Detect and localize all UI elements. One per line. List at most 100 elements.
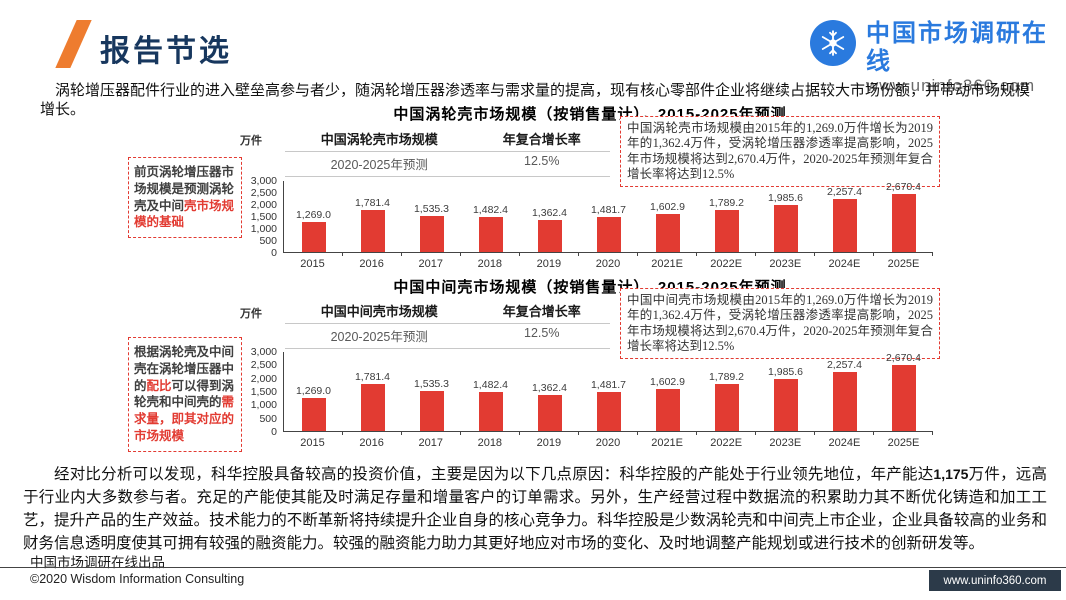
x-tick-label: 2016 (359, 258, 384, 270)
x-tick-label: 2022E (710, 258, 743, 270)
chart2-side-note: 根据涡轮壳及中间壳在涡轮增压器中的配比可以得到涡轮壳和中间壳的需求量，即其对应的… (128, 337, 242, 452)
footer-divider (0, 567, 1066, 568)
chart1-y-axis: 3,000 2,500 2,000 1,500 1,000 500 0 (243, 176, 283, 259)
chart1-plot-area: 3,000 2,500 2,000 1,500 1,000 500 0 1,269.0 1,7… (243, 176, 933, 258)
bar (301, 221, 326, 252)
chart1-summary-table: 中国涡轮壳市场规模 年复合增长率 2020-2025年预测 12.5% (285, 127, 610, 177)
bar-slot: 1,781.4 (343, 352, 402, 435)
note-text-segment: 需求量，即其对应的市场规模 (134, 395, 235, 443)
chart1-summary-col2-header: 年复合增长率 (502, 132, 581, 147)
bar-value-label: 1,789.2 (708, 196, 745, 209)
x-tick-label: 2024E (828, 258, 861, 270)
analysis-paragraph: 经对比分析可以发现，科华控股具备较高的投资价值，主要是因为以下几点原因：科华控股… (23, 463, 1047, 555)
x-tick-label: 2017 (418, 258, 443, 270)
chart2-summary-table: 中国中间壳市场规模 年复合增长率 2020-2025年预测 12.5% (285, 299, 610, 349)
analysis-text-part1: 经对比分析可以发现，科华控股具备较高的投资价值，主要是因为以下几点原因：科华控股… (54, 466, 934, 483)
bar (891, 194, 916, 252)
bar-value-label: 2,670.4 (885, 352, 922, 364)
bar-value-label: 1,269.0 (295, 384, 332, 397)
bar (655, 214, 680, 252)
chart1-unit-label: 万件 (240, 135, 262, 147)
bar-value-label: 1,781.4 (354, 196, 391, 209)
bar-slot: 2,670.4 (874, 181, 933, 256)
x-tick-label: 2019 (536, 437, 562, 449)
bar-value-label: 1,269.0 (295, 208, 332, 221)
bar (419, 390, 444, 431)
y-tick-label: 2,000 (250, 199, 277, 211)
brand-name: 中国市场调研在线 (866, 20, 1048, 75)
chart2-y-axis: 3,000 2,500 2,000 1,500 1,000 500 0 (243, 347, 283, 437)
chart2-summary-col1-header: 中国中间壳市场规模 (320, 304, 438, 319)
page-title: 报告节选 (100, 35, 232, 68)
chart2-unit-label: 万件 (240, 308, 262, 320)
bar (714, 383, 739, 431)
bar-value-label: 1,602.9 (649, 375, 686, 388)
bar-value-label: 1,362.4 (531, 382, 568, 395)
chart2-callout-box: 中国中间壳市场规模由2015年的1,269.0万件增长为2019年的1,362.… (620, 288, 940, 359)
bar-value-label: 2,670.4 (885, 181, 922, 193)
y-tick-label: 0 (271, 425, 277, 438)
bar (419, 215, 444, 252)
bar-slot: 1,535.3 (402, 352, 461, 435)
footer-site-link[interactable]: www.uninfo360.com (929, 570, 1061, 591)
x-tick-label: 2021E (651, 258, 684, 270)
bar (773, 205, 798, 252)
x-tick-label: 2016 (359, 437, 384, 449)
bar-slot: 1,602.9 (638, 352, 697, 435)
bar-value-label: 1,535.3 (413, 202, 450, 215)
footer-produced-by: 中国市场调研在线出品 (30, 555, 165, 570)
chart1-x-axis-labels: 2015 2016 2017 2018 2019 2020 2021E 2022E 2023E 2… (283, 258, 933, 270)
bar-slot: 1,269.0 (284, 352, 343, 435)
x-tick-label: 2018 (477, 258, 503, 270)
x-tick-label: 2025E (887, 258, 920, 270)
bar-slot: 1,482.4 (461, 352, 520, 435)
bar (714, 209, 739, 252)
bar-value-label: 1,481.7 (590, 378, 627, 391)
note-text-segment: 前页涡轮增压器市场规模是预测涡轮壳及中间 (134, 165, 235, 213)
x-tick-label: 2021E (651, 437, 684, 449)
bar-slot: 1,481.7 (579, 181, 638, 256)
y-tick-label: 2,500 (250, 187, 277, 199)
bar (596, 391, 621, 431)
bar-slot: 1,789.2 (697, 181, 756, 256)
bar-value-label: 1,985.6 (767, 365, 804, 378)
bar (832, 371, 857, 431)
bar-value-label: 1,535.3 (413, 377, 450, 390)
bar (537, 395, 562, 431)
chart2-x-axis-labels: 2015 2016 2017 2018 2019 2020 2021E 2022E 2023E 2… (283, 437, 933, 449)
bar-slot: 1,269.0 (284, 181, 343, 256)
note-text-segment: 壳市场规模的基础 (134, 198, 235, 230)
x-tick-label: 2024E (828, 437, 861, 449)
bar-slot: 1,789.2 (697, 352, 756, 435)
bar-slot: 1,362.4 (520, 352, 579, 435)
bar (478, 391, 503, 431)
y-tick-label: 500 (259, 412, 277, 425)
bar-slot: 2,257.4 (815, 181, 874, 256)
x-tick-label: 2023E (769, 437, 802, 449)
bar-slot: 1,482.4 (461, 181, 520, 256)
bar (360, 384, 385, 431)
chart1-side-note: 前页涡轮增压器市场规模是预测涡轮壳及中间壳市场规模的基础 (128, 157, 242, 238)
note-text-segment: 配比 (146, 378, 172, 393)
bar-value-label: 2,257.4 (826, 358, 863, 371)
bar-slot: 1,781.4 (343, 181, 402, 256)
y-tick-label: 3,000 (250, 346, 277, 358)
y-tick-label: 1,500 (250, 385, 277, 398)
bar (537, 219, 562, 252)
y-tick-label: 2,500 (250, 359, 277, 372)
chart2-summary-col1-value: 2020-2025年预测 (285, 323, 474, 349)
x-tick-label: 2023E (769, 258, 802, 270)
brand-logo[interactable]: 中国市场调研在线 www.uninfo360.com (810, 20, 1066, 96)
note-text-segment: 可以得到涡轮壳和中间壳的 (134, 378, 235, 410)
intro-paragraph: 涡轮增压器配件行业的进入壁垒高参与者少，随涡轮增压器渗透率与需求量的提高，现有核… (40, 83, 1031, 118)
bar-value-label: 1,482.4 (472, 203, 509, 216)
chart2-summary-col2-header: 年复合增长率 (502, 304, 581, 319)
x-tick-label: 2018 (477, 437, 503, 449)
bar (360, 209, 385, 252)
y-tick-label: 1,500 (250, 211, 277, 223)
analysis-text-part2: 万件，远高于行业内大多数参与者。充足的产能使其能及时满足存量和增量客户的订单需求… (23, 466, 1047, 552)
capacity-figure: 1,175 (933, 466, 969, 482)
y-tick-label: 1,000 (250, 223, 277, 235)
bar-value-label: 1,789.2 (708, 370, 745, 383)
footer-copyright: ©2020 Wisdom Information Consulting (30, 572, 245, 586)
